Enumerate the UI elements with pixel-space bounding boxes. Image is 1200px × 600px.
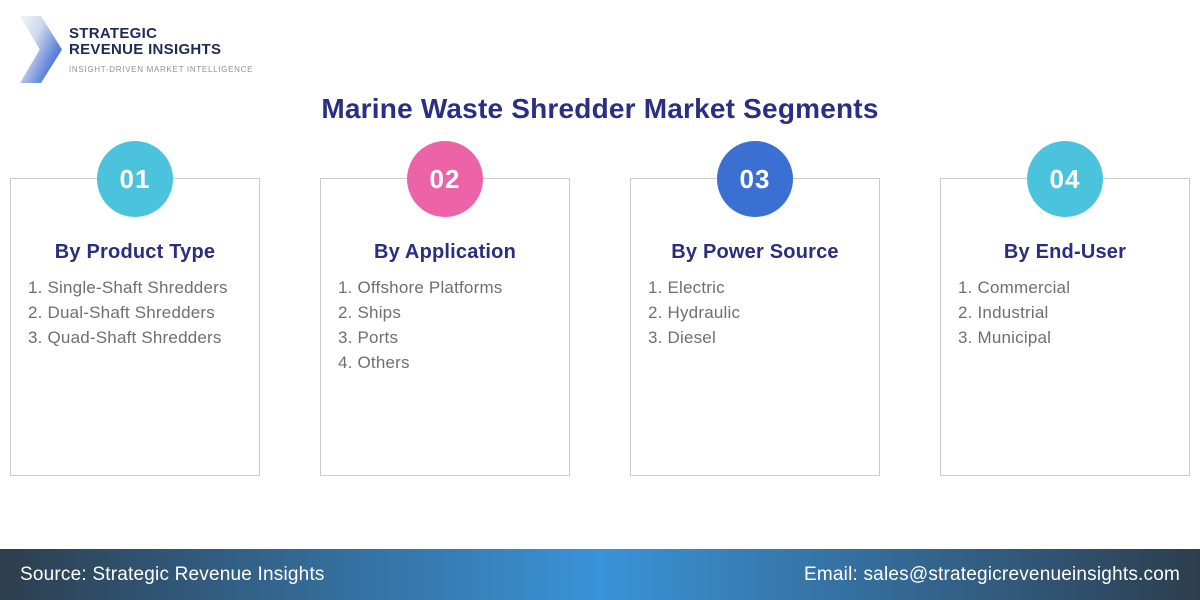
list-item: 1. Electric [648, 278, 725, 297]
card-list-end-user: 1. Commercial 2. Industrial 3. Municipal [941, 275, 1189, 350]
card-heading-power-source: By Power Source [671, 241, 839, 263]
list-item: 1. Single-Shaft Shredders [28, 278, 228, 297]
list-item: 3. Quad-Shaft Shredders [28, 328, 222, 347]
list-item: 2. Ships [338, 303, 402, 322]
logo-chevron-icon [20, 16, 62, 83]
list-item: 2. Hydraulic [648, 303, 741, 322]
list-item: 2. Dual-Shaft Shredders [28, 303, 215, 322]
list-item: 1. Commercial [958, 278, 1071, 297]
card-list-product-type: 1. Single-Shaft Shredders 2. Dual-Shaft … [11, 275, 259, 350]
logo-name-line1: STRATEGIC [69, 24, 158, 42]
list-item: 3. Ports [338, 328, 399, 347]
card-heading-application: By Application [373, 241, 517, 263]
card-number-badge-04: 04 [1027, 141, 1103, 217]
list-item: 3. Diesel [648, 328, 716, 347]
card-list-application: 1. Offshore Platforms 2. Ships 3. Ports … [321, 275, 569, 375]
logo-name-line2: REVENUE INSIGHTS [69, 40, 222, 58]
card-product-type: 01 By Product Type 1. Single-Shaft Shred… [10, 141, 260, 476]
card-list-power-source: 1. Electric 2. Hydraulic 3. Diesel [631, 275, 879, 350]
card-number-badge-03: 03 [717, 141, 793, 217]
footer-source-text: Source: Strategic Revenue Insights [20, 563, 325, 585]
card-number-badge-02: 02 [407, 141, 483, 217]
logo-text-block: STRATEGIC REVENUE INSIGHTS INSIGHT-DRIVE… [69, 24, 254, 74]
card-number-badge-01: 01 [97, 141, 173, 217]
card-power-source: 03 By Power Source 1. Electric 2. Hydrau… [630, 141, 880, 476]
card-heading-product-type: By Product Type [54, 241, 216, 263]
footer-email-text: Email: sales@strategicrevenueinsights.co… [804, 563, 1180, 585]
card-end-user: 04 By End-User 1. Commercial 2. Industri… [940, 141, 1190, 476]
card-application: 02 By Application 1. Offshore Platforms … [320, 141, 570, 476]
footer-banner: Source: Strategic Revenue Insights Email… [0, 549, 1200, 600]
page-title: Marine Waste Shredder Market Segments [321, 93, 879, 124]
list-item: 2. Industrial [958, 303, 1049, 322]
list-item: 3. Municipal [958, 328, 1052, 347]
logo: STRATEGIC REVENUE INSIGHTS INSIGHT-DRIVE… [20, 16, 253, 83]
list-item: 4. Others [338, 353, 410, 372]
list-item: 1. Offshore Platforms [338, 278, 503, 297]
logo-tagline: INSIGHT-DRIVEN MARKET INTELLIGENCE [69, 64, 254, 74]
card-heading-end-user: By End-User [1003, 241, 1127, 263]
segment-cards-row: 01 By Product Type 1. Single-Shaft Shred… [0, 141, 1200, 476]
